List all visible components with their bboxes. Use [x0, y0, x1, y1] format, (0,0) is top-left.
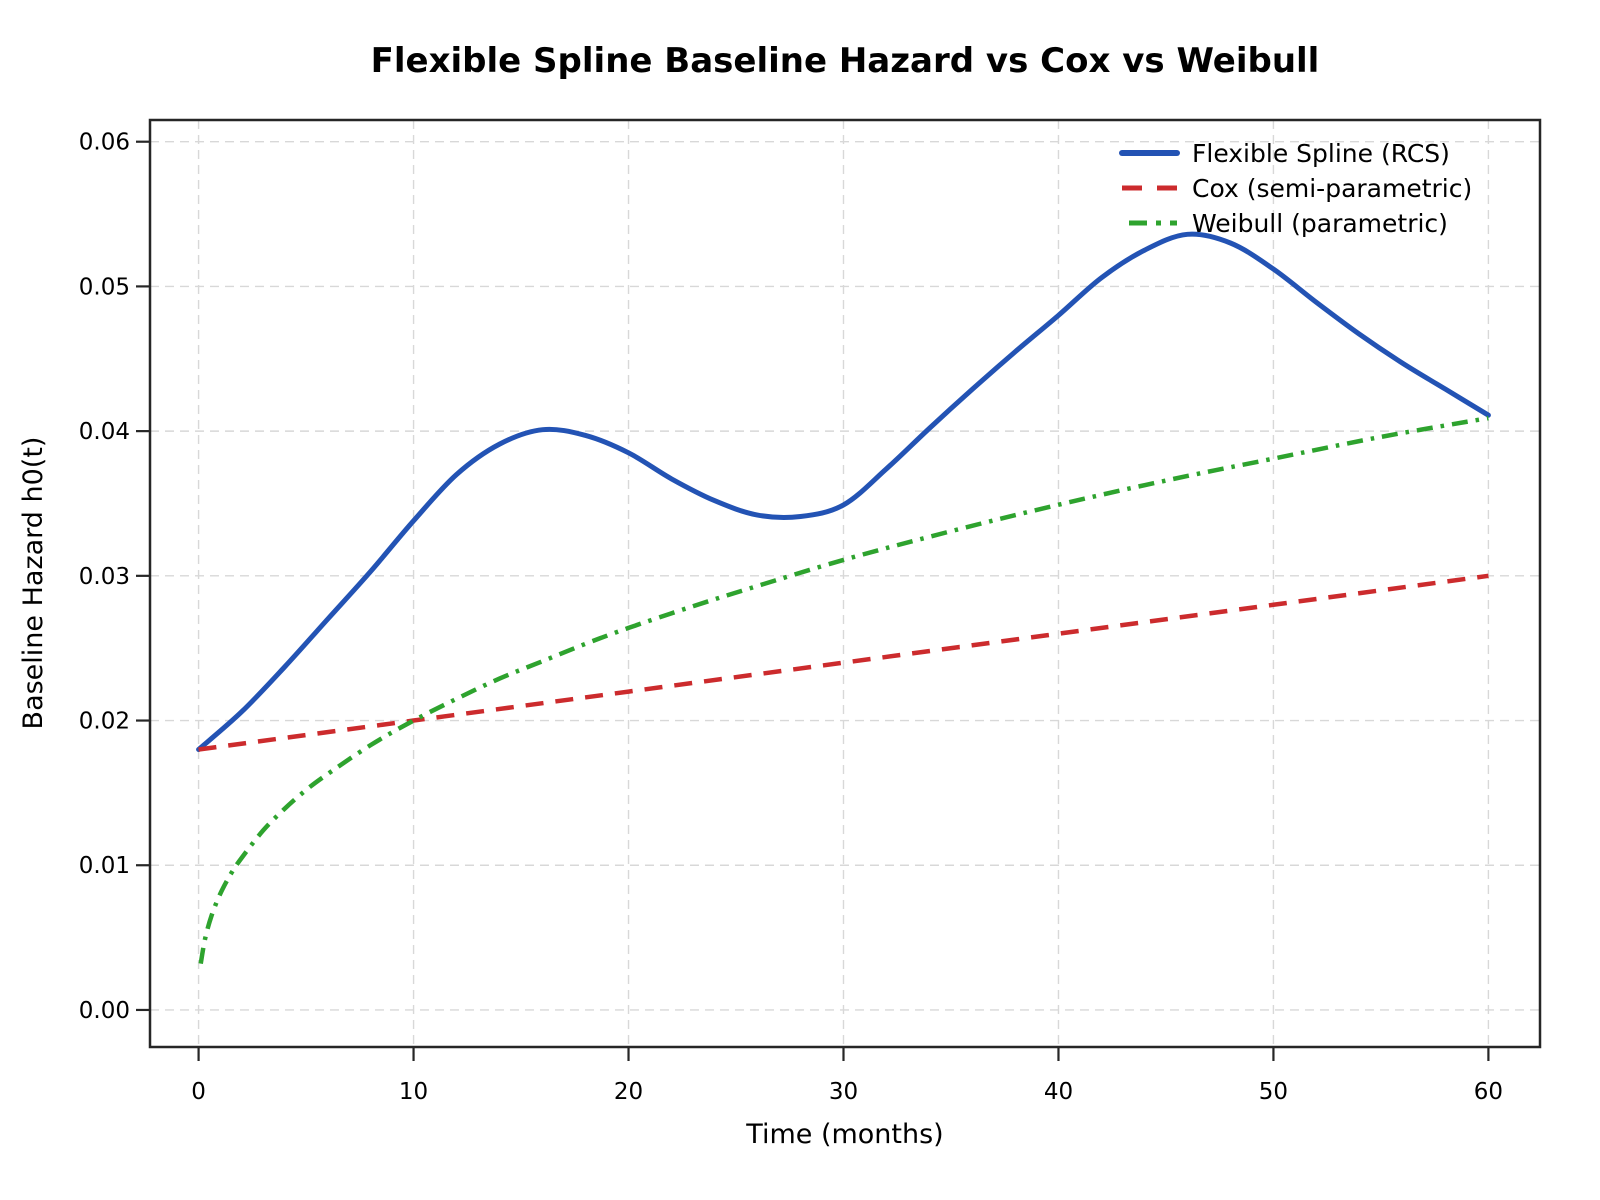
legend-label-weibull: Weibull (parametric) — [1192, 209, 1448, 238]
legend-item-cox: Cox (semi-parametric) — [1122, 174, 1472, 203]
y-tick-label-0.01: 0.01 — [79, 853, 130, 879]
legend-item-flexible-spline: Flexible Spline (RCS) — [1119, 139, 1450, 168]
series-lines — [196, 231, 1491, 965]
x-tick-label-20: 20 — [614, 1079, 643, 1105]
series-line-1-dashed — [198, 573, 1489, 752]
x-tick-label-0: 0 — [191, 1079, 206, 1105]
axis-ticks: 0 10 20 30 40 50 60 0.00 0.01 0.02 0.03 0.04 0.05 0.0… — [79, 130, 1503, 1105]
x-tick-label-10: 10 — [399, 1079, 428, 1105]
y-tick-label-0.05: 0.05 — [79, 274, 130, 300]
grid-lines — [150, 120, 1540, 1047]
series-line-2-dashdot — [198, 415, 1489, 965]
y-tick-label-0.02: 0.02 — [79, 709, 130, 735]
chart-title: Flexible Spline Baseline Hazard vs Cox v… — [371, 41, 1320, 81]
y-axis-label: Baseline Hazard h0(t) — [18, 437, 49, 730]
x-axis-label: Time (months) — [745, 1119, 943, 1150]
legend: Flexible Spline (RCS) Cox (semi-parametr… — [1119, 139, 1472, 238]
legend-item-weibull: Weibull (parametric) — [1122, 209, 1448, 238]
y-tick-label-0.04: 0.04 — [79, 419, 130, 445]
legend-label-cox: Cox (semi-parametric) — [1192, 174, 1472, 203]
legend-label-flexible-spline: Flexible Spline (RCS) — [1192, 139, 1450, 168]
x-tick-label-30: 30 — [829, 1079, 858, 1105]
y-tick-label-0.03: 0.03 — [79, 564, 130, 590]
x-tick-label-50: 50 — [1259, 1079, 1288, 1105]
x-tick-label-40: 40 — [1044, 1079, 1073, 1105]
y-tick-label-0.06: 0.06 — [79, 130, 130, 156]
x-tick-label-60: 60 — [1474, 1079, 1503, 1105]
plot-border — [148, 118, 1542, 1049]
series-line-0-solid — [196, 231, 1491, 752]
y-tick-label-0.00: 0.00 — [79, 998, 130, 1024]
